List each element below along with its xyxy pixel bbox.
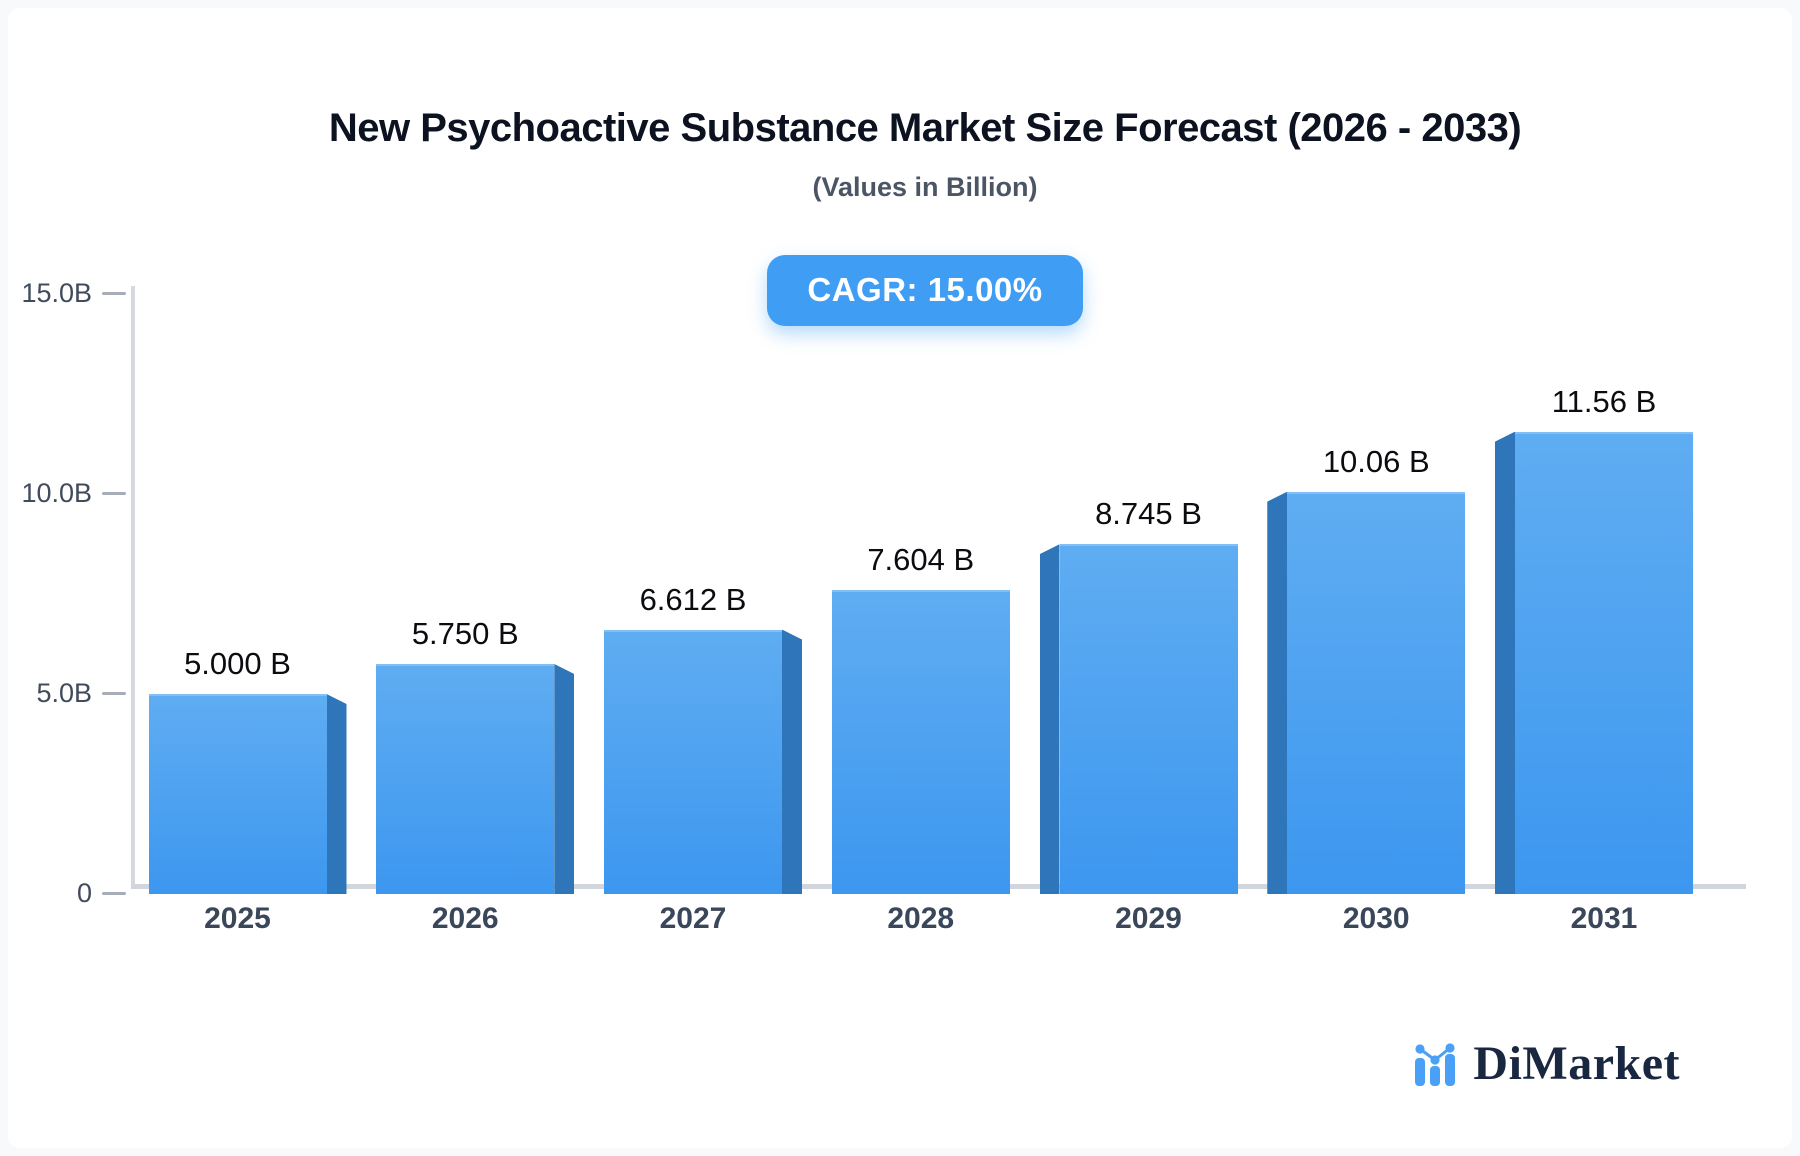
bar-side (554, 664, 575, 894)
chart-card: New Psychoactive Substance Market Size F… (8, 8, 1792, 1148)
bar-face (1515, 431, 1693, 894)
y-tick-dash (102, 292, 126, 295)
cagr-badge: CAGR: 15.00% (767, 255, 1083, 326)
y-tick-dash (102, 692, 126, 695)
brand-logo: DiMarket (1413, 1040, 1680, 1088)
y-tick-label: 15.0B (21, 278, 92, 308)
bar-value-label: 5.750 B (411, 616, 519, 651)
page-title: New Psychoactive Substance Market Size F… (328, 106, 1522, 150)
y-tick-dash (102, 892, 126, 895)
y-axis-line (131, 286, 135, 886)
y-tick-dash (102, 492, 126, 495)
y-tick-label: 10.0B (21, 478, 92, 508)
x-axis-label: 2031 (1570, 902, 1638, 935)
bar-face (1287, 491, 1466, 894)
bar-value-label: 8.745 B (1095, 496, 1202, 532)
bar-face (1059, 544, 1238, 894)
bar-value-label: 10.06 B (1322, 443, 1430, 479)
y-tick-label: 0 (76, 878, 92, 908)
brand-name: DiMarket (1473, 1037, 1680, 1090)
bar-value-label: 6.612 B (639, 581, 747, 617)
bar-face (831, 589, 1010, 894)
y-tick-label: 5.0B (36, 678, 92, 708)
x-axis-label: 2026 (431, 902, 499, 935)
cagr-badge-row: CAGR: 15.00% (8, 255, 1792, 326)
x-axis-label: 2025 (204, 902, 271, 935)
bar-face (148, 694, 327, 894)
plot-area: 15.0B 10.0B 5.0B 0 5.000 B 2025 5.750 B 2026 6.6… (8, 8, 1792, 1148)
bar-face (604, 629, 782, 894)
x-axis-label: 2027 (659, 902, 727, 935)
bar-value-label: 5.000 B (184, 646, 291, 681)
bar-side (1495, 431, 1515, 894)
x-axis-label: 2029 (1115, 902, 1182, 935)
bar-face (376, 664, 555, 894)
bar-side (1267, 491, 1288, 894)
chart-subtitle: (Values in Billion) (812, 172, 1038, 202)
bar-value-label: 11.56 B (1551, 383, 1657, 419)
bar-side (1039, 544, 1060, 894)
mini-bar-line-chart-icon (1415, 1043, 1456, 1086)
bar-side (326, 694, 347, 894)
bar-value-label: 7.604 B (867, 541, 975, 577)
bar-side (782, 629, 802, 894)
x-axis-label: 2030 (1342, 902, 1410, 935)
x-axis-label: 2028 (887, 902, 955, 935)
